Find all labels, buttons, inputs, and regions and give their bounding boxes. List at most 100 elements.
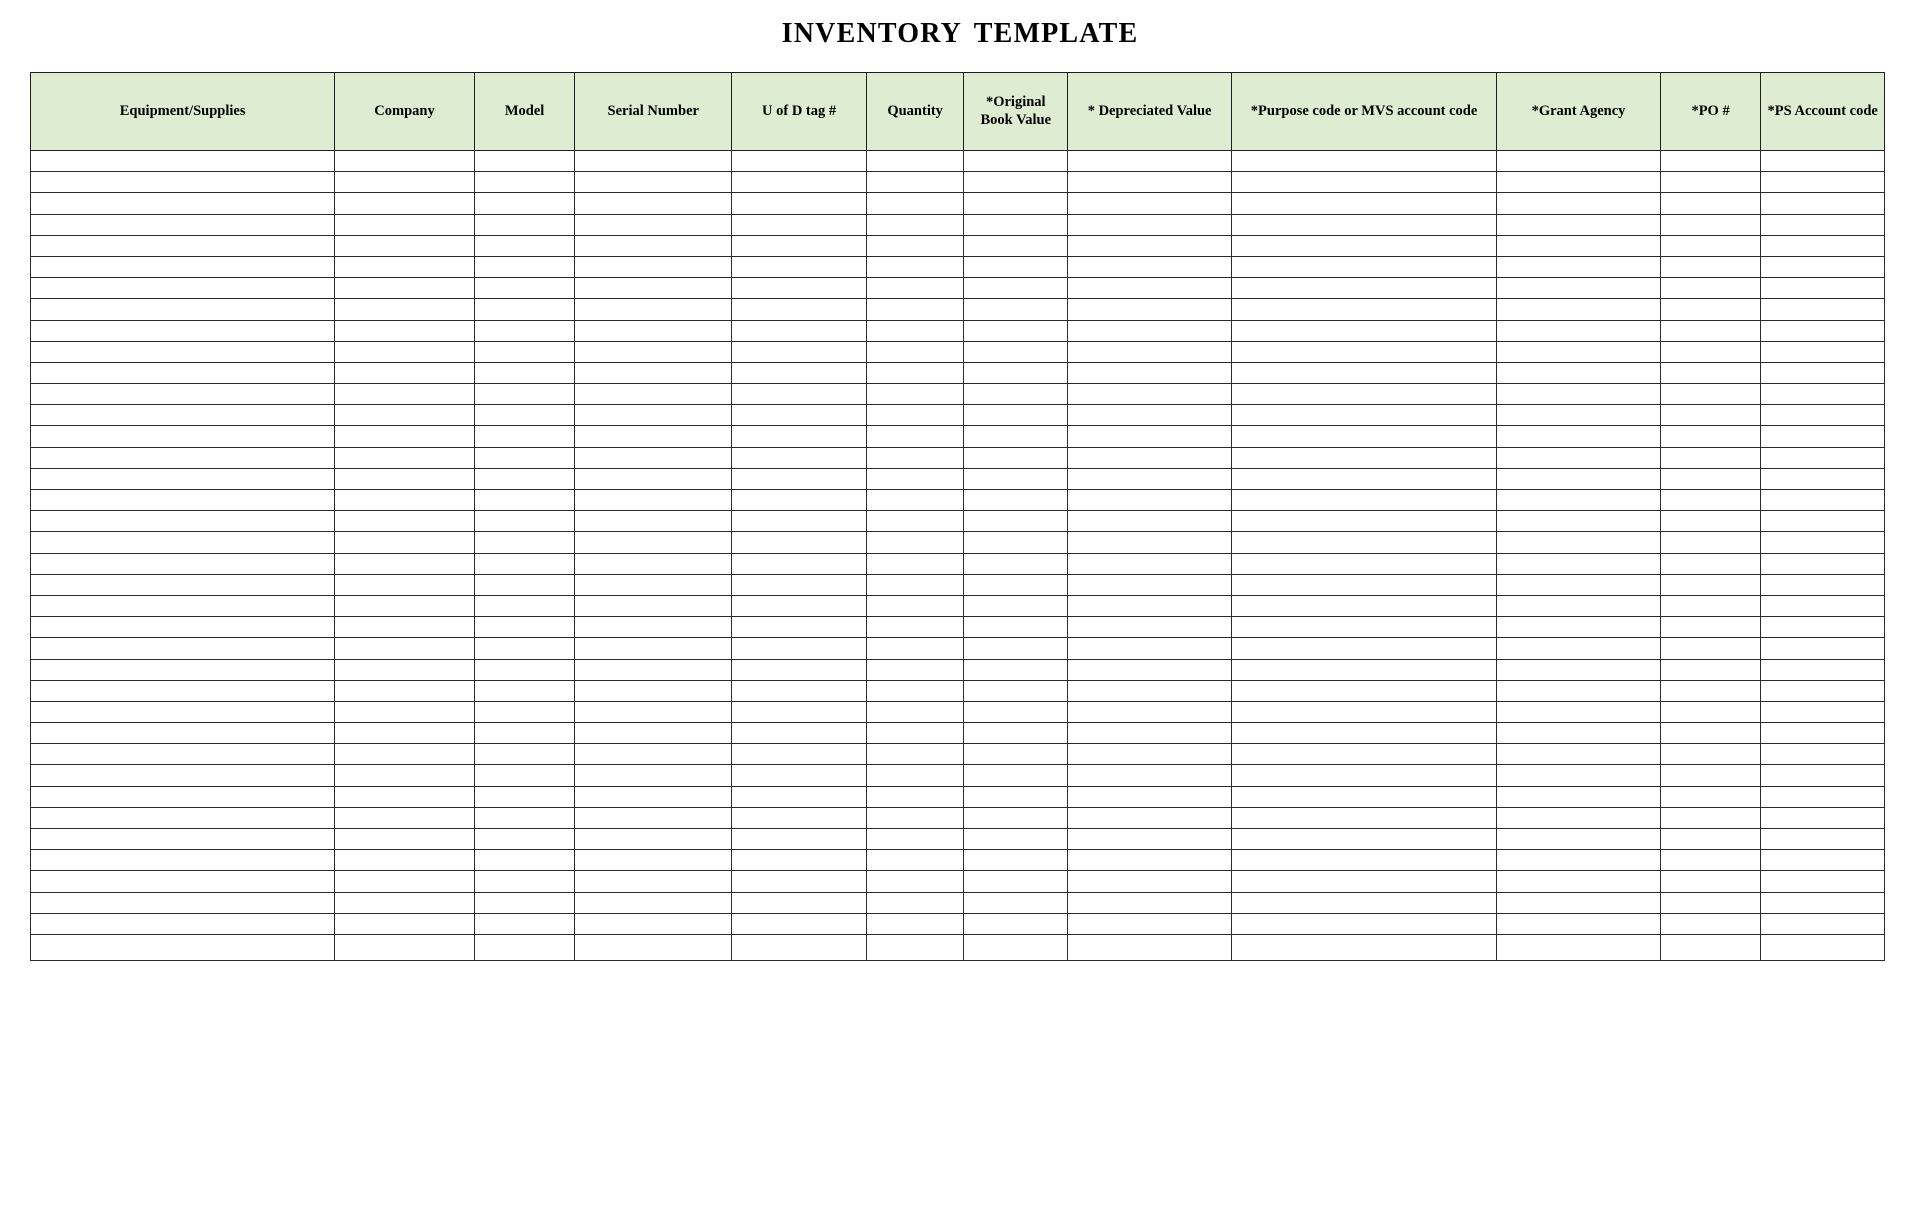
table-cell-grant_agency[interactable] <box>1496 933 1661 961</box>
table-cell-company[interactable] <box>334 149 475 173</box>
table-cell-po_number[interactable] <box>1659 425 1762 448</box>
table-cell-quantity[interactable] <box>866 298 965 321</box>
table-cell-po_number[interactable] <box>1659 213 1762 236</box>
table-cell-company[interactable] <box>334 340 475 363</box>
table-cell-purpose_code[interactable] <box>1230 340 1498 363</box>
table-cell-company[interactable] <box>334 467 475 491</box>
table-cell-quantity[interactable] <box>866 806 965 830</box>
table-cell-model[interactable] <box>473 383 576 406</box>
table-cell-purpose_code[interactable] <box>1230 149 1498 173</box>
table-cell-depreciated_value[interactable] <box>1067 361 1232 385</box>
table-cell-po_number[interactable] <box>1659 827 1762 851</box>
table-cell-ps_account_code[interactable] <box>1760 764 1885 787</box>
table-cell-equipment_supplies[interactable] <box>29 827 336 851</box>
table-cell-equipment_supplies[interactable] <box>29 743 336 766</box>
table-cell-serial_number[interactable] <box>574 849 733 872</box>
table-cell-ps_account_code[interactable] <box>1760 234 1885 257</box>
table-cell-serial_number[interactable] <box>574 298 733 321</box>
table-cell-original_book_value[interactable] <box>963 679 1069 702</box>
table-cell-depreciated_value[interactable] <box>1067 764 1232 787</box>
table-cell-equipment_supplies[interactable] <box>29 446 336 469</box>
table-cell-purpose_code[interactable] <box>1230 171 1498 194</box>
table-cell-original_book_value[interactable] <box>963 361 1069 385</box>
table-cell-po_number[interactable] <box>1659 149 1762 173</box>
table-cell-ps_account_code[interactable] <box>1760 573 1885 596</box>
table-cell-u_of_d_tag[interactable] <box>731 319 868 342</box>
table-cell-po_number[interactable] <box>1659 446 1762 469</box>
table-cell-serial_number[interactable] <box>574 171 733 194</box>
table-cell-purpose_code[interactable] <box>1230 277 1498 300</box>
table-cell-u_of_d_tag[interactable] <box>731 383 868 406</box>
table-cell-ps_account_code[interactable] <box>1760 192 1885 215</box>
table-cell-depreciated_value[interactable] <box>1067 933 1232 961</box>
table-cell-quantity[interactable] <box>866 552 965 575</box>
table-cell-ps_account_code[interactable] <box>1760 658 1885 681</box>
table-cell-model[interactable] <box>473 616 576 639</box>
table-cell-company[interactable] <box>334 764 475 787</box>
table-cell-model[interactable] <box>473 149 576 173</box>
table-cell-quantity[interactable] <box>866 319 965 342</box>
table-cell-company[interactable] <box>334 573 475 596</box>
table-cell-purpose_code[interactable] <box>1230 764 1498 787</box>
table-cell-equipment_supplies[interactable] <box>29 404 336 427</box>
table-cell-po_number[interactable] <box>1659 171 1762 194</box>
table-cell-serial_number[interactable] <box>574 510 733 533</box>
table-cell-serial_number[interactable] <box>574 573 733 596</box>
table-cell-depreciated_value[interactable] <box>1067 679 1232 702</box>
column-header-purpose-code[interactable]: *Purpose code or MVS account code <box>1230 72 1498 151</box>
table-cell-equipment_supplies[interactable] <box>29 192 336 215</box>
table-cell-po_number[interactable] <box>1659 361 1762 385</box>
column-header-model[interactable]: Model <box>473 72 576 151</box>
table-cell-u_of_d_tag[interactable] <box>731 722 868 745</box>
table-cell-serial_number[interactable] <box>574 383 733 406</box>
table-cell-model[interactable] <box>473 764 576 787</box>
table-cell-original_book_value[interactable] <box>963 552 1069 575</box>
table-cell-model[interactable] <box>473 806 576 830</box>
table-cell-ps_account_code[interactable] <box>1760 933 1885 961</box>
column-header-equipment-supplies[interactable]: Equipment/Supplies <box>29 72 336 151</box>
table-cell-model[interactable] <box>473 255 576 279</box>
table-cell-u_of_d_tag[interactable] <box>731 552 868 575</box>
table-cell-serial_number[interactable] <box>574 488 733 512</box>
table-cell-equipment_supplies[interactable] <box>29 594 336 618</box>
table-cell-model[interactable] <box>473 425 576 448</box>
table-cell-model[interactable] <box>473 891 576 914</box>
table-cell-original_book_value[interactable] <box>963 806 1069 830</box>
table-cell-depreciated_value[interactable] <box>1067 700 1232 724</box>
table-cell-ps_account_code[interactable] <box>1760 383 1885 406</box>
table-cell-grant_agency[interactable] <box>1496 149 1661 173</box>
table-cell-model[interactable] <box>473 912 576 935</box>
table-cell-ps_account_code[interactable] <box>1760 722 1885 745</box>
table-cell-depreciated_value[interactable] <box>1067 488 1232 512</box>
table-cell-original_book_value[interactable] <box>963 192 1069 215</box>
table-cell-po_number[interactable] <box>1659 637 1762 660</box>
table-cell-equipment_supplies[interactable] <box>29 552 336 575</box>
table-cell-grant_agency[interactable] <box>1496 319 1661 342</box>
table-cell-depreciated_value[interactable] <box>1067 594 1232 618</box>
table-cell-grant_agency[interactable] <box>1496 467 1661 491</box>
table-cell-po_number[interactable] <box>1659 383 1762 406</box>
table-cell-purpose_code[interactable] <box>1230 827 1498 851</box>
table-cell-depreciated_value[interactable] <box>1067 467 1232 491</box>
table-cell-purpose_code[interactable] <box>1230 361 1498 385</box>
table-cell-serial_number[interactable] <box>574 616 733 639</box>
table-cell-u_of_d_tag[interactable] <box>731 171 868 194</box>
table-cell-quantity[interactable] <box>866 616 965 639</box>
table-cell-ps_account_code[interactable] <box>1760 700 1885 724</box>
table-cell-po_number[interactable] <box>1659 531 1762 554</box>
table-cell-model[interactable] <box>473 488 576 512</box>
table-cell-u_of_d_tag[interactable] <box>731 361 868 385</box>
table-cell-ps_account_code[interactable] <box>1760 594 1885 618</box>
table-cell-grant_agency[interactable] <box>1496 722 1661 745</box>
table-cell-equipment_supplies[interactable] <box>29 255 336 279</box>
table-cell-grant_agency[interactable] <box>1496 446 1661 469</box>
table-cell-u_of_d_tag[interactable] <box>731 510 868 533</box>
table-cell-grant_agency[interactable] <box>1496 383 1661 406</box>
table-cell-model[interactable] <box>473 531 576 554</box>
table-cell-company[interactable] <box>334 192 475 215</box>
table-cell-serial_number[interactable] <box>574 467 733 491</box>
table-cell-po_number[interactable] <box>1659 743 1762 766</box>
table-cell-original_book_value[interactable] <box>963 785 1069 808</box>
table-cell-company[interactable] <box>334 552 475 575</box>
table-cell-model[interactable] <box>473 361 576 385</box>
